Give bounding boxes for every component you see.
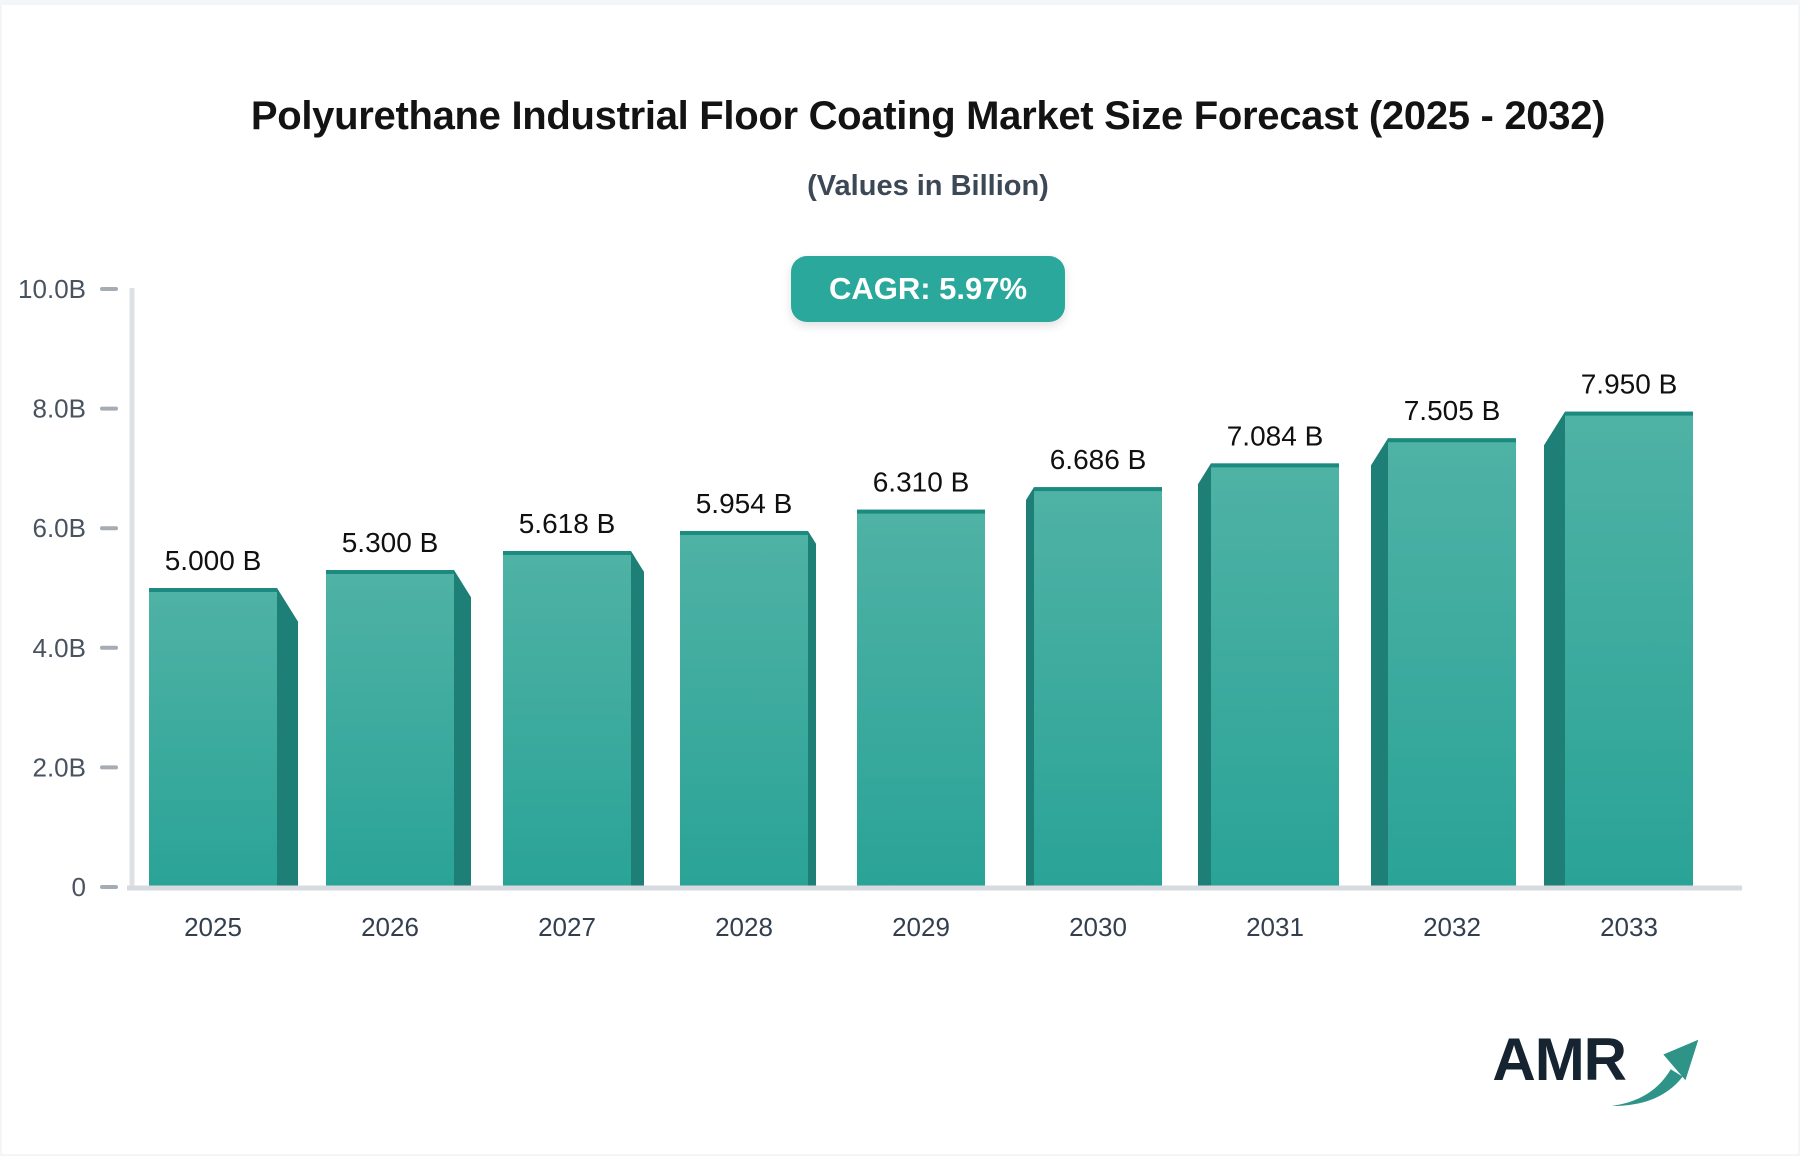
y-axis-label: 8.0B: [33, 394, 87, 424]
amr-logo: AMR: [1492, 1030, 1702, 1112]
bar: [1388, 438, 1516, 887]
x-axis-label: 2025: [184, 912, 242, 942]
bar: [326, 570, 454, 887]
x-axis-label: 2033: [1600, 912, 1658, 942]
bar: [1211, 463, 1339, 887]
x-axis-label: 2028: [715, 912, 773, 942]
y-tick-dash: [100, 287, 118, 291]
y-axis-label: 2.0B: [33, 752, 87, 782]
y-axis-label: 0: [72, 872, 86, 902]
y-tick-dash: [100, 526, 118, 531]
bar: [1034, 487, 1162, 887]
bar: [149, 588, 277, 887]
bar-side-face: [454, 570, 471, 887]
amr-logo-text: AMR: [1492, 1026, 1627, 1093]
bar-value-label: 7.084 B: [1227, 420, 1324, 451]
y-tick-dash: [100, 645, 118, 650]
bar-side-face: [1026, 487, 1034, 887]
x-axis-label: 2027: [538, 912, 596, 942]
bar-side-face: [1544, 411, 1565, 887]
y-axis-label: 6.0B: [33, 513, 87, 543]
cagr-badge-row: CAGR: 5.97%: [27, 256, 1800, 322]
bar-value-label: 7.505 B: [1404, 395, 1501, 426]
x-axis-label: 2026: [361, 912, 419, 942]
chart-subtitle: (Values in Billion): [807, 170, 1049, 202]
x-axis-label: 2029: [892, 912, 950, 942]
bar-side-face: [277, 588, 298, 887]
x-axis-label: 2030: [1069, 912, 1127, 942]
cagr-badge-label: CAGR: 5.97%: [828, 271, 1028, 306]
bar-value-label: 5.618 B: [519, 508, 616, 539]
bar: [1565, 411, 1693, 887]
bar-side-face: [631, 551, 644, 887]
x-axis-label: 2031: [1246, 912, 1304, 942]
y-axis-label: 10.0B: [18, 274, 86, 304]
bar-value-label: 5.954 B: [696, 488, 793, 519]
y-tick-dash: [100, 406, 118, 411]
bar: [680, 530, 808, 887]
bar-side-face: [808, 530, 816, 887]
bar-value-label: 5.300 B: [342, 527, 439, 558]
x-axis-label: 2032: [1423, 912, 1481, 942]
page-title: Polyurethane Industrial Floor Coating Ma…: [250, 94, 1606, 138]
growth-arrow-icon: [1611, 1039, 1699, 1107]
bar-side-face: [1198, 463, 1211, 887]
y-axis-label: 4.0B: [33, 633, 87, 663]
cagr-badge: CAGR: 5.97%: [790, 256, 1066, 322]
bar-value-label: 6.686 B: [1050, 444, 1147, 475]
y-tick-dash: [100, 885, 118, 889]
bar-value-label: 7.950 B: [1581, 369, 1678, 400]
bar-side-face: [1371, 438, 1388, 887]
bar: [857, 509, 985, 887]
y-tick-dash: [100, 765, 118, 770]
bar: [503, 551, 631, 887]
bar-value-label: 6.310 B: [873, 467, 970, 498]
bar-value-label: 5.000 B: [165, 545, 262, 576]
